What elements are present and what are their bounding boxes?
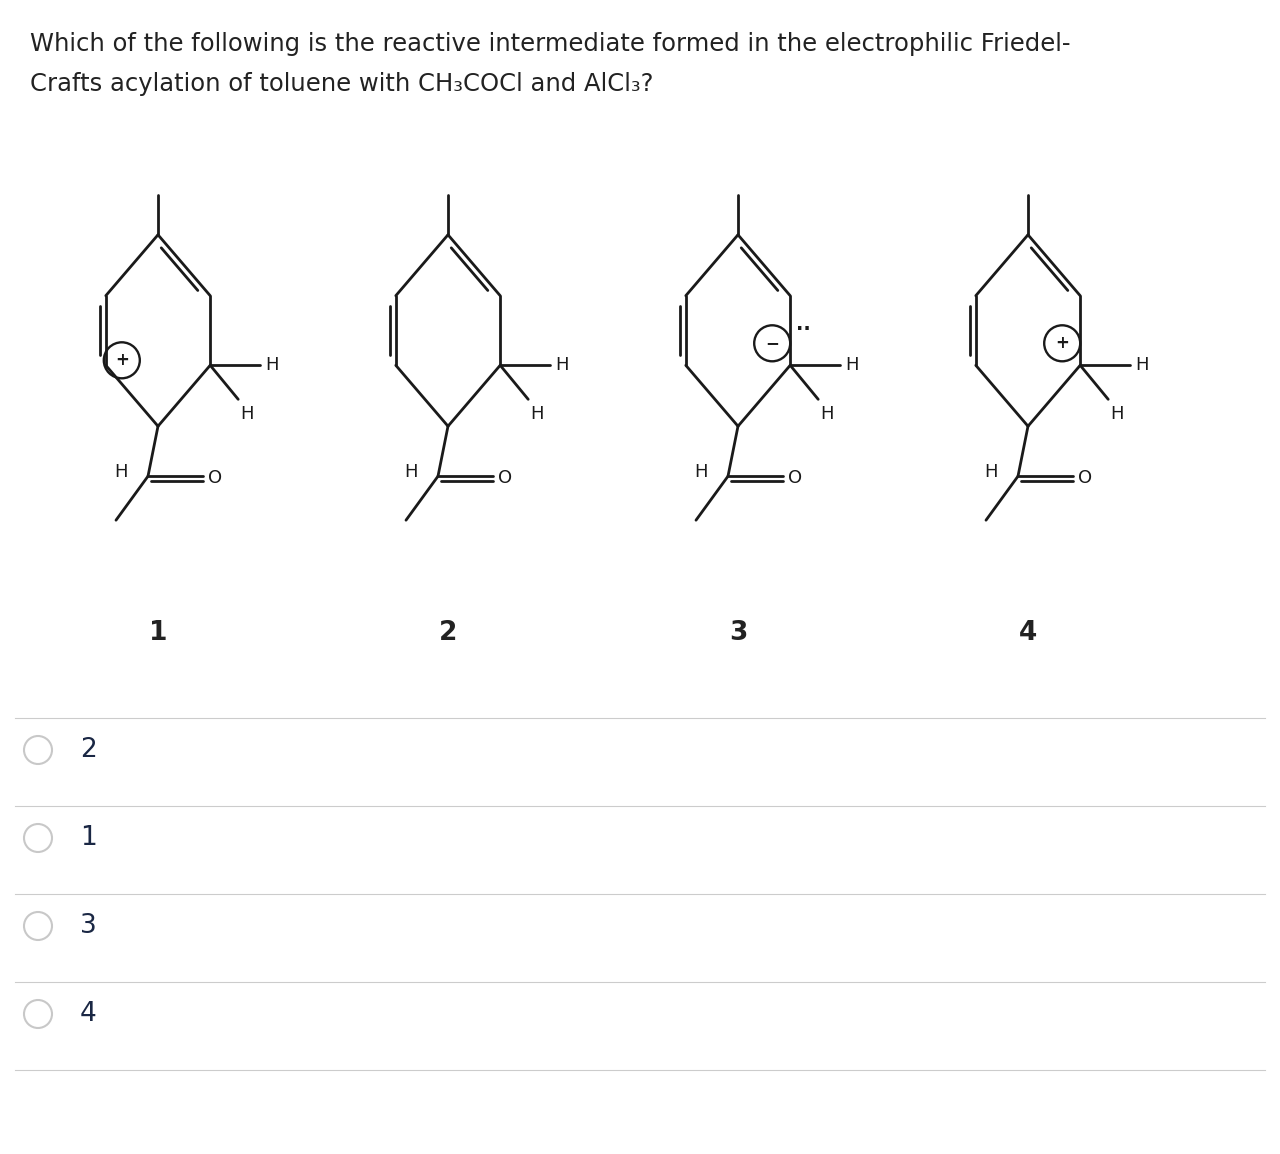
Text: 3: 3: [728, 620, 748, 646]
Text: Which of the following is the reactive intermediate formed in the electrophilic : Which of the following is the reactive i…: [29, 32, 1070, 57]
Text: H: H: [241, 405, 253, 424]
Text: +: +: [1055, 335, 1069, 352]
Text: H: H: [1135, 357, 1148, 374]
Text: H: H: [1110, 405, 1124, 424]
Text: H: H: [404, 463, 419, 481]
Text: Crafts acylation of toluene with CH₃COCl and AlCl₃?: Crafts acylation of toluene with CH₃COCl…: [29, 72, 654, 96]
Text: H: H: [556, 357, 568, 374]
Text: ··: ··: [796, 320, 812, 339]
Text: O: O: [1078, 470, 1092, 487]
Text: 2: 2: [79, 737, 97, 763]
Text: O: O: [498, 470, 512, 487]
Text: 4: 4: [1019, 620, 1037, 646]
Text: H: H: [114, 463, 128, 481]
Text: 2: 2: [439, 620, 457, 646]
Text: 1: 1: [148, 620, 168, 646]
Text: −: −: [765, 335, 780, 352]
Text: 4: 4: [79, 1001, 97, 1027]
Text: H: H: [530, 405, 544, 424]
Text: H: H: [695, 463, 708, 481]
Text: 3: 3: [79, 913, 97, 939]
Text: +: +: [115, 351, 129, 369]
Text: H: H: [265, 357, 279, 374]
Text: 1: 1: [79, 825, 97, 850]
Text: O: O: [788, 470, 803, 487]
Text: H: H: [820, 405, 833, 424]
Text: O: O: [207, 470, 223, 487]
Text: H: H: [984, 463, 998, 481]
Text: H: H: [845, 357, 859, 374]
